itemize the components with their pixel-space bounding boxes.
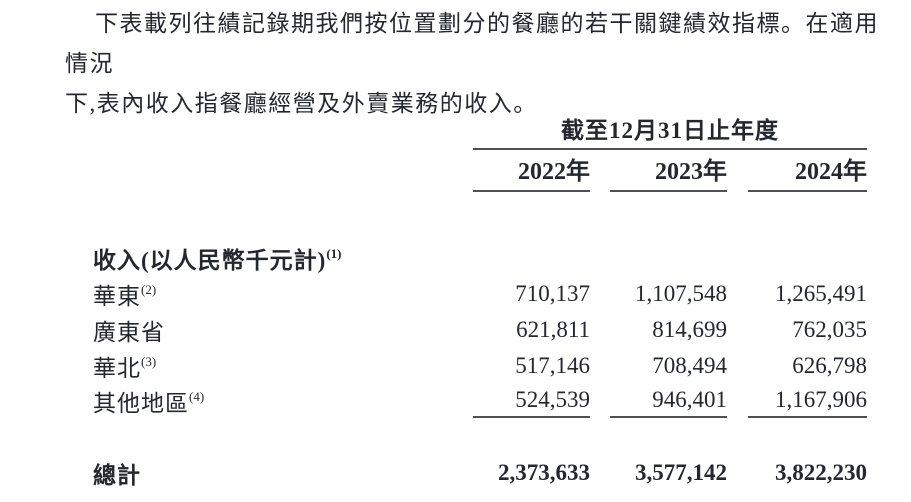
value-2023: 708,494 [652,353,727,378]
year-header-2023: 2023年 [610,151,727,192]
region-label: 其他地區(4) [93,388,205,416]
table-row-north-china: 華北(3) 517,146 708,494 626,798 [93,348,867,384]
footnote-marker: (1) [326,246,342,262]
value-2024: 762,035 [792,317,867,342]
table-gap [93,417,867,455]
region-label: 廣東省 [93,320,165,345]
period-header-row: 截至12月31日止年度 [93,118,867,150]
value-2024: 626,798 [792,353,867,378]
value-2022: 517,146 [515,353,590,378]
table-row-east-china: 華東(2) 710,137 1,107,548 1,265,491 [93,276,867,312]
year-header-row: 2022年 2023年 2024年 [93,150,867,192]
period-header: 截至12月31日止年度 [473,111,867,150]
value-2022: 710,137 [515,281,590,306]
total-2024: 3,822,230 [775,460,867,485]
table-row-guangdong: 廣東省 621,811 814,699 762,035 [93,312,867,348]
table-row-other-regions: 其他地區(4) 524,539 946,401 1,167,906 [93,383,867,418]
value-2023: 946,401 [610,383,727,418]
footnote-marker: (2) [141,282,157,298]
revenue-section-label: 收入(以人民幣千元計)(1) [93,246,342,273]
value-2022: 621,811 [516,317,590,342]
year-header-2024: 2024年 [748,151,867,192]
table-row-total: 總計 2,373,633 3,577,142 3,822,230 [93,455,867,491]
footnote-marker: (4) [189,388,205,404]
value-2024: 1,265,491 [775,281,867,306]
value-2024: 1,167,906 [748,383,867,418]
year-header-2022: 2022年 [473,151,590,192]
total-2023: 3,577,142 [635,460,727,485]
total-label: 總計 [93,463,141,488]
region-label: 華北(3) [93,354,157,381]
intro-line-1: 下表載列往績記錄期我們按位置劃分的餐廳的若干關鍵績效指標。在適用情況 [65,11,879,76]
table-gap [93,192,867,240]
value-2023: 1,107,548 [635,281,727,306]
value-2022: 524,539 [473,383,590,418]
kpi-table: 截至12月31日止年度 2022年 2023年 2024年 收入(以人民幣千元計… [93,118,867,491]
region-label: 華東(2) [93,282,157,309]
footnote-marker: (3) [141,354,157,370]
total-2022: 2,373,633 [498,460,590,485]
intro-paragraph: 下表載列往績記錄期我們按位置劃分的餐廳的若干關鍵績效指標。在適用情況 下,表內收… [65,4,887,124]
section-header-row: 收入(以人民幣千元計)(1) [93,240,867,276]
intro-line-2: 下,表內收入指餐廳經營及外賣業務的收入。 [65,91,538,116]
value-2023: 814,699 [652,317,727,342]
